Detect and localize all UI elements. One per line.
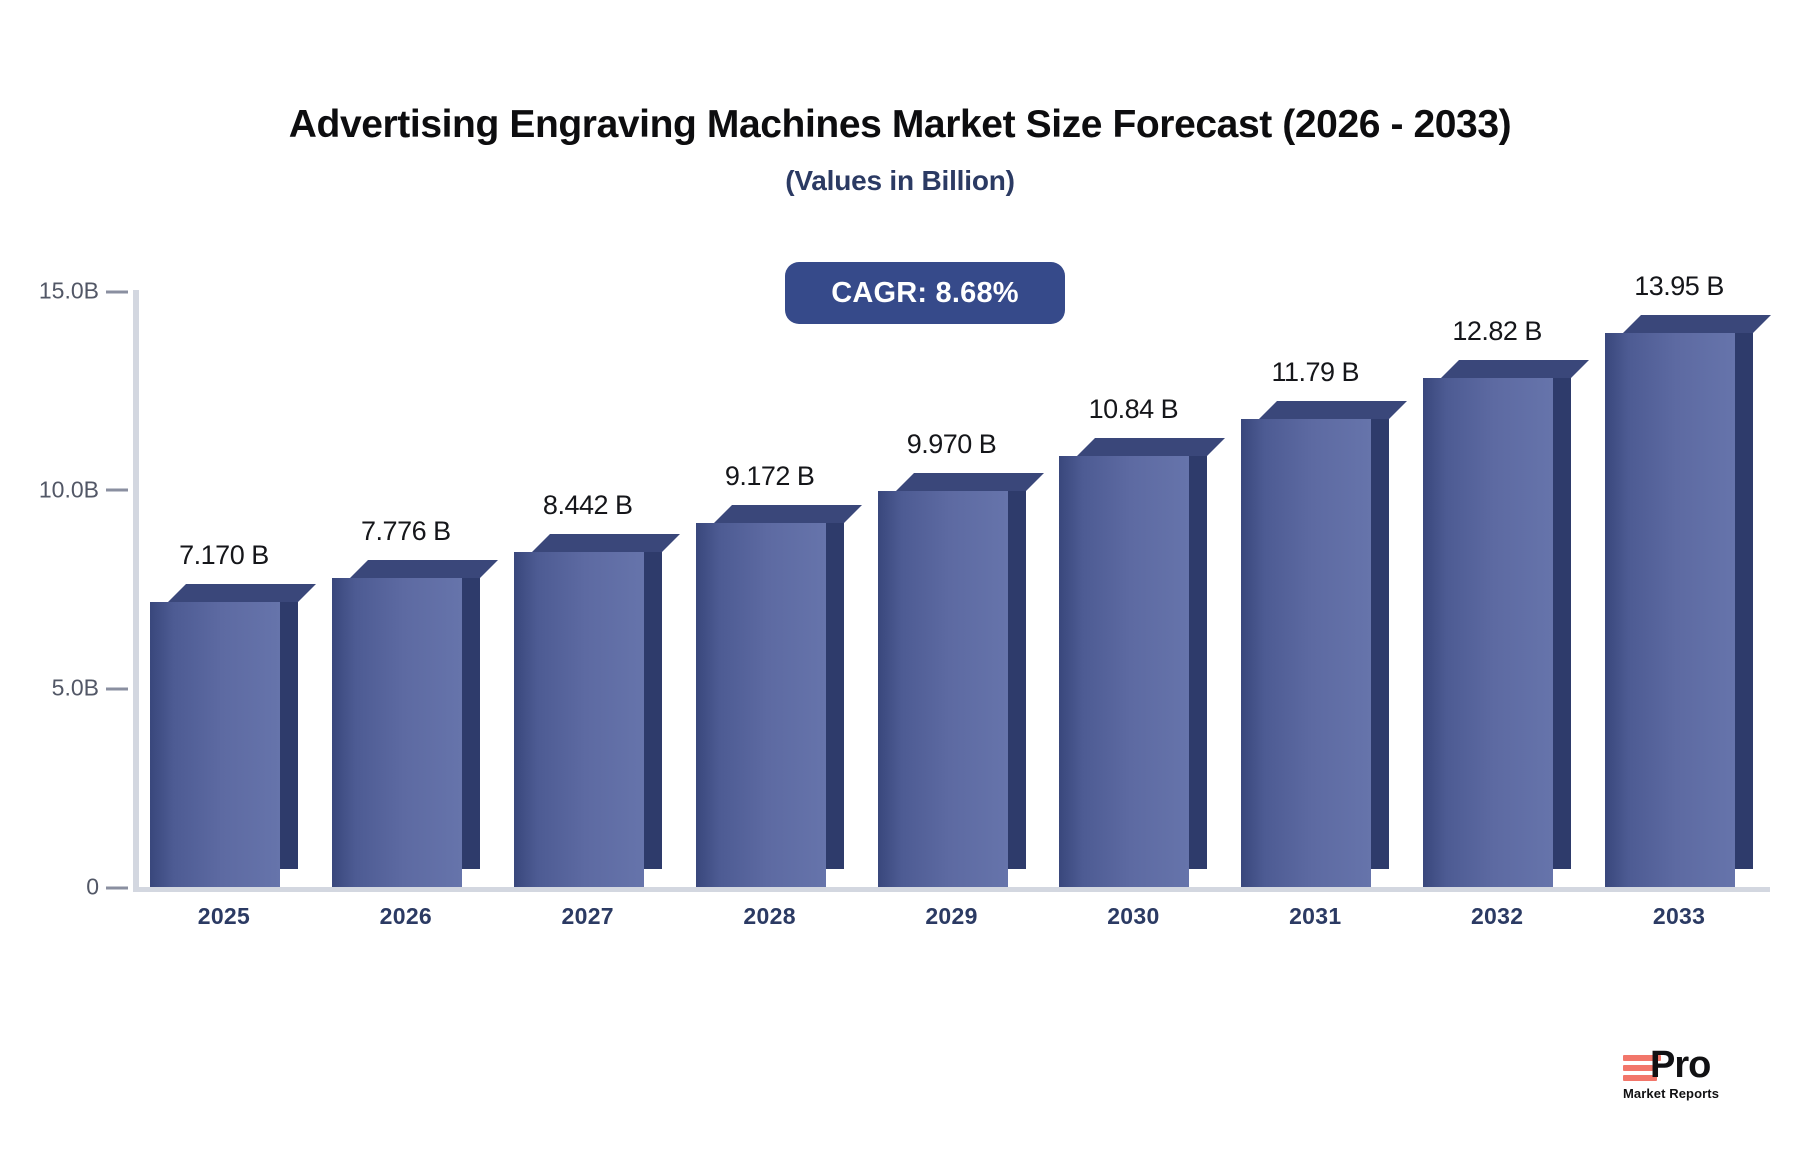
bar[interactable] (1423, 359, 1590, 887)
bar[interactable] (331, 560, 498, 887)
bar-front-face (695, 522, 826, 887)
bar-value-label: 9.172 B (724, 460, 815, 491)
y-axis-tick: 10.0B (0, 476, 133, 503)
bar-side-face (1553, 359, 1572, 869)
bar-top-face (713, 504, 862, 523)
bar-side-face (1189, 438, 1208, 869)
chart-header: Advertising Engraving Machines Market Si… (0, 0, 1800, 197)
x-axis-tick-label: 2032 (1470, 903, 1524, 929)
logo-name: Pro (1650, 1044, 1711, 1086)
bar[interactable] (1059, 438, 1226, 887)
bar-side-face (1735, 314, 1754, 869)
bar-value-label: 10.84 B (1088, 394, 1179, 425)
bar-value-label: 11.79 B (1271, 356, 1360, 387)
bar-top-face (531, 533, 680, 552)
bar-top-face (1623, 314, 1772, 333)
y-axis-tick-dash (106, 886, 128, 889)
bar-front-face (1059, 456, 1190, 887)
y-axis-tick-dash (106, 290, 128, 293)
x-axis-tick-label: 2029 (925, 903, 978, 929)
bar-front-face (1423, 377, 1554, 887)
y-axis-line (133, 290, 139, 890)
y-axis-tick-dash (106, 687, 128, 691)
y-axis-tick: 0 (0, 874, 133, 901)
logo-tagline: Market Reports (1623, 1086, 1720, 1101)
bar-value-label: 8.442 B (542, 489, 633, 520)
cagr-badge: CAGR: 8.68% (785, 262, 1065, 324)
cagr-badge-label: CAGR: 8.68% (831, 276, 1019, 309)
y-axis-tick-label: 0 (86, 873, 99, 900)
bar-value-label: 13.95 B (1634, 270, 1724, 301)
y-axis-tick-label: 10.0B (38, 476, 99, 503)
y-axis-tick-dash (106, 488, 128, 492)
x-axis-line (133, 887, 1770, 892)
y-axis-tick: 15.0B (0, 278, 133, 305)
y-axis-tick-label: 15.0B (38, 277, 99, 304)
bar-side-face (825, 504, 844, 869)
bar[interactable] (513, 533, 680, 887)
logo-bars-icon: Pro (1623, 1046, 1773, 1084)
bar-top-face (1441, 359, 1590, 378)
bar-side-face (1371, 400, 1390, 869)
bar-side-face (1007, 472, 1026, 869)
bar-top-face (895, 472, 1044, 491)
logo: Pro Market Reports (1623, 1046, 1773, 1112)
bar-side-face (279, 584, 298, 869)
bar[interactable] (1241, 400, 1408, 887)
bar-value-label: 9.970 B (906, 428, 997, 459)
x-axis-tick-label: 2027 (561, 903, 614, 929)
chart-title: Advertising Engraving Machines Market Si… (288, 103, 1512, 146)
bar-top-face (167, 584, 316, 603)
bar-value-label: 7.776 B (361, 516, 451, 547)
bar[interactable] (877, 472, 1044, 887)
bar-side-face (643, 533, 662, 869)
y-axis-tick-label: 5.0B (51, 674, 99, 701)
bar-top-face (1077, 438, 1226, 457)
bar-side-face (461, 560, 480, 869)
bar-front-face (1241, 418, 1372, 887)
x-axis-tick-label: 2030 (1107, 903, 1160, 929)
bar-top-face (1259, 400, 1408, 419)
bar-front-face (1605, 332, 1736, 887)
bar-top-face (349, 560, 498, 579)
bar[interactable] (149, 584, 316, 887)
bar-front-face (149, 602, 280, 887)
x-axis-tick-label: 2026 (379, 903, 433, 929)
x-axis-tick-label: 2033 (1652, 903, 1706, 929)
y-axis-tick: 5.0B (0, 675, 133, 702)
x-axis-tick-label: 2031 (1289, 903, 1342, 929)
x-axis-tick-label: 2028 (743, 903, 796, 929)
x-axis-tick-label: 2025 (197, 903, 251, 929)
bar-front-face (331, 578, 462, 887)
bar[interactable] (1605, 314, 1772, 887)
bar-value-label: 7.170 B (179, 540, 269, 571)
bar-front-face (877, 490, 1008, 887)
bar-front-face (513, 551, 644, 887)
bar[interactable] (695, 504, 862, 887)
chart-subtitle: (Values in Billion) (785, 164, 1015, 196)
bar-value-label: 12.82 B (1452, 315, 1542, 346)
